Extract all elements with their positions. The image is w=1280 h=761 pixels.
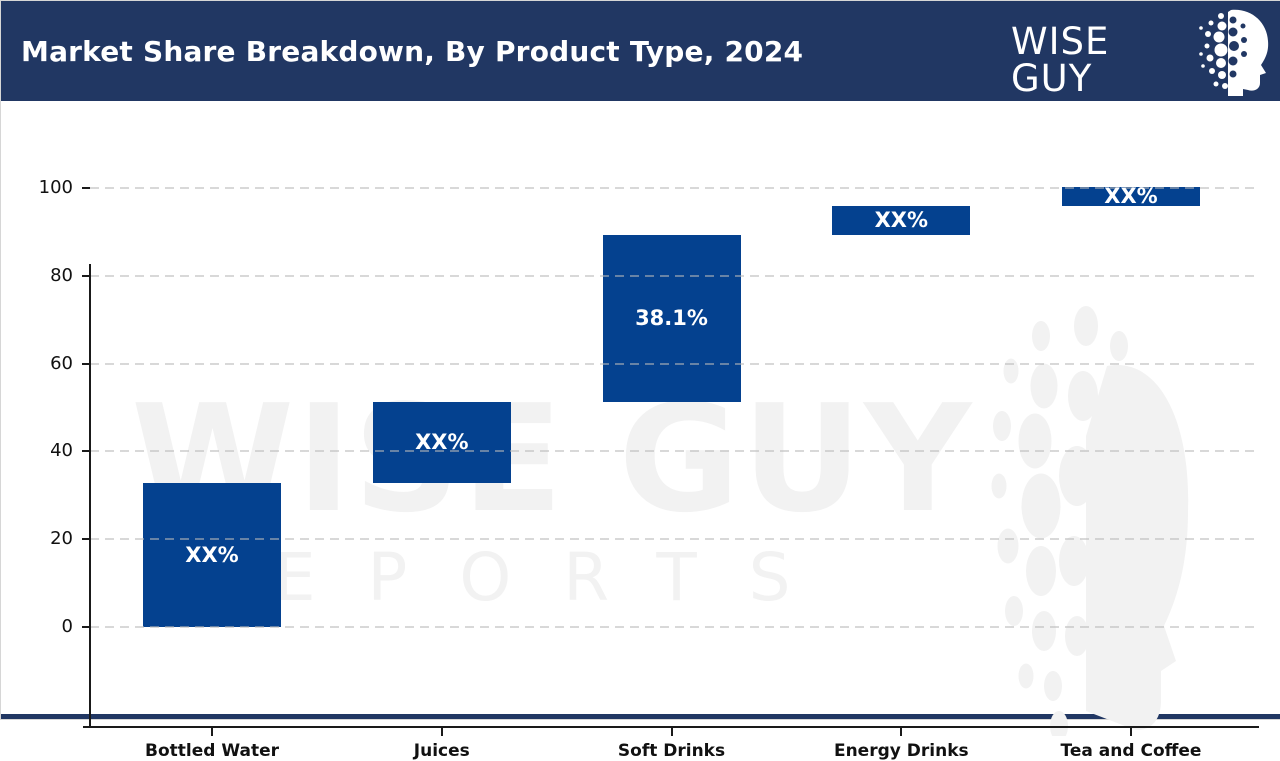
watermark-dotted-head (991, 306, 1189, 736)
y-tick-mark (82, 626, 90, 628)
gridline-y60 (90, 362, 1259, 365)
gridline-y80 (90, 274, 1259, 277)
gridline-y20 (90, 538, 1259, 541)
wise-guy-reports-logo: WISE GUY REPORTS (1011, 1, 1271, 115)
footer-bar (1, 714, 1280, 719)
x-tick-mark (440, 728, 443, 736)
dotted-head-icon (1199, 9, 1269, 96)
y-tick-mark (82, 274, 90, 277)
y-tick-label: 40 (50, 440, 73, 462)
gridline-y100 (90, 187, 1259, 189)
y-tick-label: 0 (61, 616, 73, 637)
bar-bottled-water[interactable] (143, 483, 281, 627)
y-tick-label: 100 (38, 177, 73, 198)
bar-value-label-energy-drinks: XX% (874, 208, 929, 233)
x-tick-mark (900, 728, 903, 736)
x-tick-mark (1130, 728, 1132, 736)
x-category-label-soft-drinks: Soft Drinks (617, 741, 726, 761)
gridline-y0 (90, 626, 1259, 628)
logo-wiseguy-text: WISE GUY (1011, 20, 1110, 100)
bar-value-label-juices: XX% (415, 430, 469, 455)
y-tick-mark (82, 362, 90, 365)
y-tick-label: 20 (50, 528, 73, 550)
y-tick-mark (82, 187, 90, 189)
y-tick-mark (82, 450, 90, 453)
bar-soft-drinks[interactable] (602, 234, 741, 402)
bar-juices[interactable] (372, 401, 511, 483)
x-category-label-bottled-water: Bottled Water (145, 741, 279, 761)
bar-value-label-bottled-water: XX% (185, 542, 239, 567)
x-category-label-energy-drinks: Energy Drinks (833, 741, 969, 761)
x-tick-mark (211, 728, 213, 736)
chart-area: WISE GUY REPORTS 0 20 40 60 80 100 XX% Bottled … (1, 101, 1280, 761)
watermark-reports-text: REPORTS (176, 539, 843, 616)
x-category-label-juices: Juices (413, 741, 470, 761)
bar-tea-and-coffee[interactable] (1062, 186, 1200, 206)
gridline-y40 (90, 450, 1259, 453)
bar-value-label-tea-and-coffee: XX% (1104, 184, 1158, 209)
bar-energy-drinks[interactable] (832, 205, 971, 235)
y-tick-label: 80 (50, 264, 73, 286)
x-category-label-tea-and-coffee: Tea and Coffee (1060, 741, 1202, 761)
header-bar: Market Share Breakdown, By Product Type,… (1, 1, 1280, 115)
x-tick-mark (670, 728, 673, 736)
bar-value-label-soft-drinks: 38.1% (635, 306, 708, 331)
page-title: Market Share Breakdown, By Product Type,… (21, 34, 804, 68)
y-tick-mark (82, 538, 90, 541)
y-axis-spine (89, 264, 91, 728)
y-tick-label: 60 (50, 352, 73, 374)
